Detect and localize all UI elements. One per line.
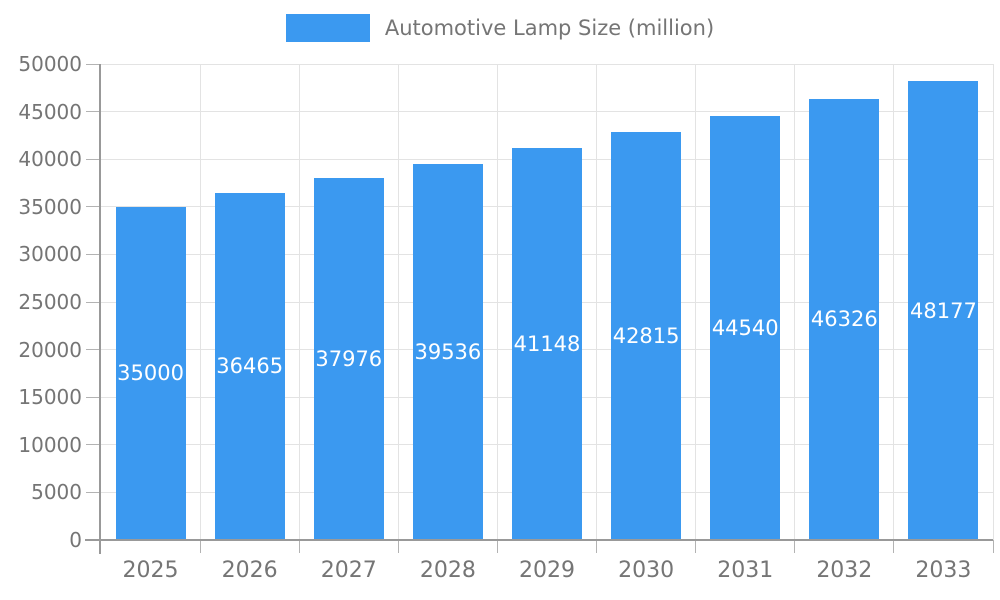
x-axis-tick-label: 2026 <box>221 558 278 583</box>
x-axis-tick-label: 2027 <box>320 558 377 583</box>
gridline-vertical <box>794 64 796 540</box>
y-axis-tick <box>86 253 101 255</box>
bar-2026[interactable]: 36465 <box>214 192 285 540</box>
legend-label: Automotive Lamp Size (million) <box>384 16 715 40</box>
gridline-vertical <box>992 64 994 540</box>
y-axis-tick <box>86 158 101 160</box>
bar-2030[interactable]: 42815 <box>611 132 682 540</box>
x-axis-tick-label: 2025 <box>122 558 179 583</box>
y-axis-tick-label: 15000 <box>18 385 82 410</box>
bar-2025[interactable]: 35000 <box>115 206 186 540</box>
y-axis-tick-label: 30000 <box>18 242 82 267</box>
y-axis-tick <box>86 111 101 113</box>
x-axis-tick <box>199 540 201 553</box>
y-axis-tick <box>86 349 101 351</box>
x-axis-tick <box>298 540 300 553</box>
x-axis-tick-label: 2029 <box>518 558 575 583</box>
bar-2032[interactable]: 46326 <box>809 98 880 540</box>
gridline-vertical <box>695 64 697 540</box>
x-axis-tick-label: 2028 <box>419 558 476 583</box>
y-axis-tick <box>86 444 101 446</box>
bar-value-label: 42815 <box>612 324 680 349</box>
x-axis-tick-label: 2033 <box>915 558 972 583</box>
y-axis-tick-label: 20000 <box>18 337 82 362</box>
gridline-horizontal <box>101 63 993 65</box>
gridline-vertical <box>596 64 598 540</box>
y-axis-tick <box>86 396 101 398</box>
bar-value-label: 37976 <box>315 347 383 372</box>
bar-2033[interactable]: 48177 <box>908 81 979 540</box>
legend-swatch <box>285 14 370 42</box>
y-axis-tick <box>86 206 101 208</box>
legend-item[interactable]: Automotive Lamp Size (million) <box>0 14 1000 42</box>
bar-value-label: 46326 <box>810 307 878 332</box>
x-axis-line <box>85 539 993 541</box>
bar-2027[interactable]: 37976 <box>313 178 384 540</box>
gridline-vertical <box>496 64 498 540</box>
x-axis-tick <box>695 540 697 553</box>
x-axis-tick <box>596 540 598 553</box>
x-axis-tick-label: 2031 <box>717 558 774 583</box>
x-axis-tick-label: 2030 <box>618 558 675 583</box>
y-axis-tick-label: 40000 <box>18 147 82 172</box>
x-axis-tick-label: 2032 <box>816 558 873 583</box>
bar-value-label: 36465 <box>216 354 284 379</box>
gridline-vertical <box>397 64 399 540</box>
y-axis-tick-label: 50000 <box>18 52 82 76</box>
bar-value-label: 48177 <box>910 298 977 323</box>
bar-2031[interactable]: 44540 <box>710 115 781 540</box>
y-axis-tick-label: 10000 <box>18 432 82 457</box>
bar-value-label: 39536 <box>414 339 482 364</box>
bar-2028[interactable]: 39536 <box>412 163 483 540</box>
y-axis-tick-label: 25000 <box>18 290 82 314</box>
y-axis-tick <box>86 301 101 303</box>
y-axis-tick-label: 35000 <box>18 194 82 219</box>
y-axis-tick <box>86 63 101 65</box>
x-axis-tick <box>893 540 895 553</box>
bar-2029[interactable]: 41148 <box>512 148 582 540</box>
gridline-vertical <box>893 64 895 540</box>
x-axis-tick <box>992 540 994 553</box>
y-axis-tick <box>86 491 101 493</box>
y-axis-line <box>99 64 101 554</box>
gridline-vertical <box>298 64 300 540</box>
bar-value-label: 35000 <box>117 361 184 386</box>
y-axis-tick-label: 0 <box>69 528 82 552</box>
bar-value-label: 41148 <box>513 332 581 357</box>
gridline-horizontal <box>101 111 993 113</box>
x-axis-tick <box>496 540 498 553</box>
gridline-vertical <box>199 64 201 540</box>
x-axis-tick <box>794 540 796 553</box>
y-axis-tick-label: 45000 <box>18 99 82 124</box>
bar-value-label: 44540 <box>711 315 779 340</box>
y-axis-tick-label: 5000 <box>31 480 82 505</box>
x-axis-tick <box>397 540 399 553</box>
